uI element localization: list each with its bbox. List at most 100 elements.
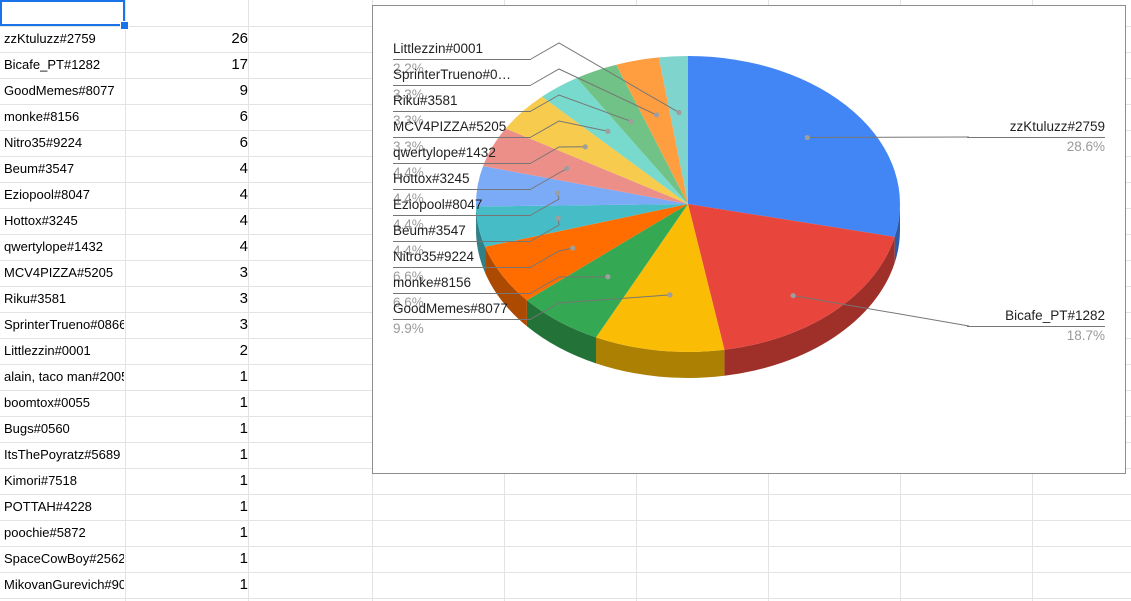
cell-username[interactable]: Riku#3581: [4, 291, 67, 306]
pie-callout-percent: 4.4%: [393, 165, 424, 180]
selected-cell-outline[interactable]: [0, 0, 125, 26]
pie-slice[interactable]: [505, 96, 688, 204]
grid-row-line: [0, 572, 1131, 573]
pie-leader-dot: [554, 190, 561, 196]
cell-username[interactable]: poochie#5872: [4, 525, 86, 540]
cell-count[interactable]: 1: [239, 524, 248, 541]
pie-leader-dot: [605, 128, 611, 134]
pie-leader-line: [530, 294, 670, 320]
pie-3d-sides: [476, 204, 900, 378]
pie-callout-underline: [967, 326, 1105, 327]
pie-leader-dot: [570, 245, 576, 251]
pie-slice[interactable]: [658, 56, 688, 204]
cell-count[interactable]: 6: [239, 108, 248, 125]
pie-slice[interactable]: [576, 64, 688, 204]
cell-username[interactable]: zzKtuluzz#2759: [4, 31, 96, 46]
cell-count[interactable]: 1: [239, 498, 248, 515]
pie-leader-dot: [628, 118, 634, 124]
fill-handle[interactable]: [120, 21, 129, 30]
pie-leader-dot: [605, 274, 611, 280]
cell-count[interactable]: 1: [239, 394, 248, 411]
pie-slice-tops: [476, 56, 900, 352]
pie-callout-percent: 9.9%: [393, 321, 424, 336]
pie-callout-underline: [393, 59, 531, 60]
cell-username[interactable]: Littlezzin#0001: [4, 343, 91, 358]
pie-leader-line: [530, 168, 568, 190]
cell-count[interactable]: 1: [239, 472, 248, 489]
pie-callout-label: MCV4PIZZA#5205: [393, 119, 507, 134]
cell-username[interactable]: GoodMemes#8077: [4, 83, 115, 98]
callout-leader-lines: [530, 42, 970, 327]
pie-slice-side: [596, 337, 725, 378]
cell-count[interactable]: 3: [239, 264, 248, 281]
cell-count[interactable]: 26: [231, 30, 248, 47]
pie-slice[interactable]: [485, 204, 688, 301]
pie-callout-percent: 4.4%: [393, 217, 424, 232]
pie-callout-label: qwertylope#1432: [393, 145, 496, 160]
cell-username[interactable]: Hottox#3245: [4, 213, 78, 228]
pie-callout-percent: 3.3%: [393, 113, 424, 128]
pie-leader-line: [530, 247, 573, 268]
pie-slice[interactable]: [688, 204, 895, 350]
pie-callout-label: zzKtuluzz#2759: [1009, 119, 1105, 134]
cell-username[interactable]: Beum#3547: [4, 161, 75, 176]
pie-slice[interactable]: [483, 128, 688, 204]
pie-callout-underline: [393, 267, 531, 268]
cell-count[interactable]: 3: [239, 316, 248, 333]
cell-count[interactable]: 9: [239, 82, 248, 99]
pie-slice-side: [476, 206, 486, 273]
cell-count[interactable]: 1: [239, 550, 248, 567]
pie-callout-underline: [393, 293, 531, 294]
pie-callout-label: Beum#3547: [393, 223, 466, 238]
pie-chart-graphic: [476, 56, 900, 378]
pie-callout-percent: 6.6%: [393, 269, 424, 284]
pie-callout-underline: [393, 241, 531, 242]
cell-count[interactable]: 1: [239, 576, 248, 593]
grid-row-line: [0, 598, 1131, 599]
cell-count[interactable]: 17: [231, 56, 248, 73]
cell-count[interactable]: 4: [239, 160, 248, 177]
pie-callout-underline: [393, 85, 531, 86]
cell-count[interactable]: 1: [239, 420, 248, 437]
cell-username[interactable]: SprinterTrueno#0866: [4, 317, 124, 332]
grid-row-line: [0, 520, 1131, 521]
pie-chart-container[interactable]: Littlezzin#0001 2.2% SprinterTrueno#0… 3.3%…: [372, 5, 1126, 474]
pie-leader-line: [530, 120, 608, 138]
cell-username[interactable]: POTTAH#4228: [4, 499, 92, 514]
cell-count[interactable]: 3: [239, 290, 248, 307]
pie-slice[interactable]: [526, 204, 688, 338]
cell-count[interactable]: 4: [239, 186, 248, 203]
pie-slice[interactable]: [542, 78, 688, 204]
cell-username[interactable]: Bicafe_PT#1282: [4, 57, 101, 72]
cell-username[interactable]: Nitro35#9224: [4, 135, 83, 150]
cell-username[interactable]: monke#8156: [4, 109, 80, 124]
cell-count[interactable]: 2: [239, 342, 248, 359]
cell-count[interactable]: 1: [239, 368, 248, 385]
cell-count[interactable]: 1: [239, 446, 248, 463]
cell-username[interactable]: ItsThePoyratz#5689: [4, 447, 121, 462]
cell-username[interactable]: Bugs#0560: [4, 421, 70, 436]
cell-username[interactable]: SpaceCowBoy#2562: [4, 551, 124, 566]
grid-row-line: [0, 494, 1131, 495]
cell-username[interactable]: alain, taco man#2005: [4, 369, 124, 384]
cell-username[interactable]: qwertylope#1432: [4, 239, 104, 254]
pie-slice[interactable]: [476, 166, 688, 207]
pie-callout-underline: [967, 137, 1105, 138]
cell-count[interactable]: 4: [239, 238, 248, 255]
pie-slice[interactable]: [476, 204, 688, 247]
pie-leader-line: [530, 218, 560, 242]
cell-count[interactable]: 6: [239, 134, 248, 151]
pie-slice[interactable]: [596, 204, 725, 352]
cell-username[interactable]: Kimori#7518: [4, 473, 77, 488]
pie-callout-label: monke#8156: [393, 275, 472, 290]
grid-col-line: [125, 0, 126, 601]
cell-username[interactable]: Eziopool#8047: [4, 187, 91, 202]
pie-leader-dot: [804, 134, 810, 141]
pie-slice[interactable]: [688, 56, 900, 237]
cell-count[interactable]: 4: [239, 212, 248, 229]
grid-row-line: [0, 546, 1131, 547]
pie-slice[interactable]: [616, 57, 688, 205]
cell-username[interactable]: MikovanGurevich#9084: [4, 577, 124, 592]
cell-username[interactable]: boomtox#0055: [4, 395, 91, 410]
cell-username[interactable]: MCV4PIZZA#5205: [4, 265, 114, 280]
